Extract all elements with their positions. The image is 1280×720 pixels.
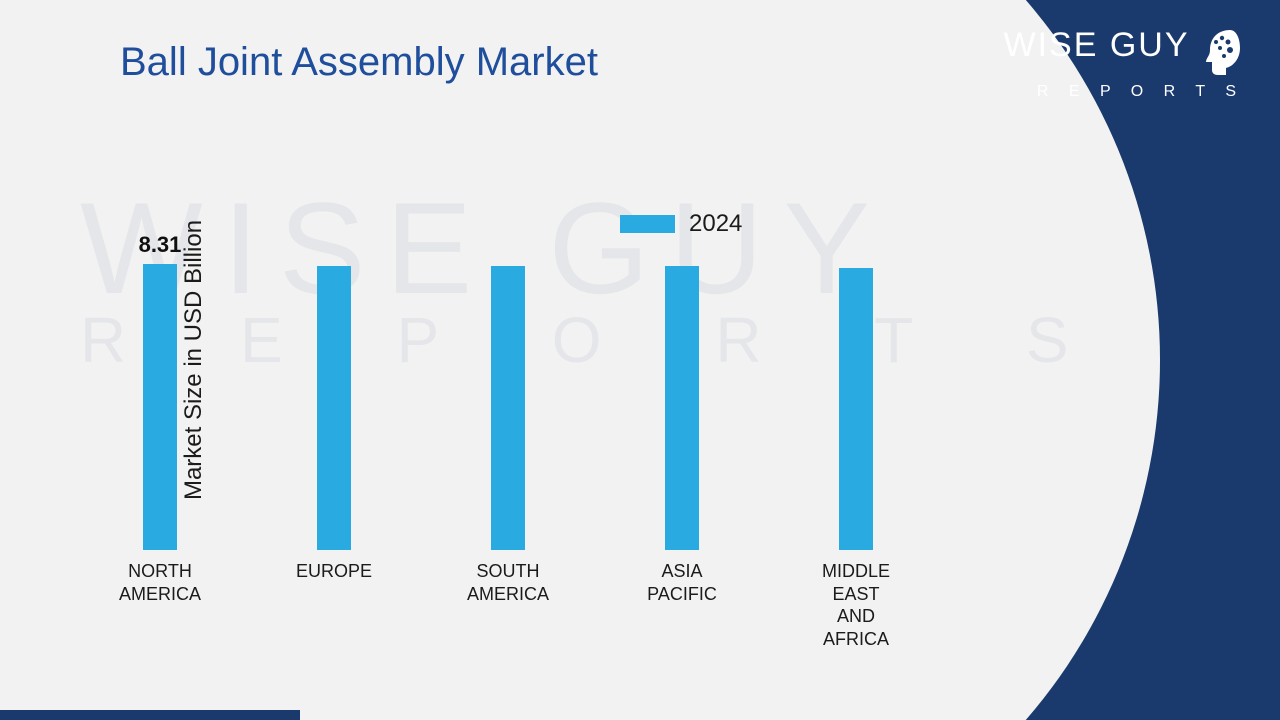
bottom-accent-bar: [0, 710, 300, 720]
chart-title-text: Ball Joint Assembly Market: [120, 40, 598, 84]
bar: [317, 266, 351, 550]
legend-label: 2024: [689, 210, 742, 238]
legend: 2024: [620, 210, 742, 238]
bar-group: [796, 240, 916, 550]
brand-head-icon: [1200, 28, 1244, 80]
brand-line1: WISE GUY: [1004, 26, 1190, 64]
bar: [839, 268, 873, 550]
chart-plot-area: 8.31: [100, 240, 970, 550]
chart-title: Ball Joint Assembly Market: [120, 40, 598, 85]
bar-group: [448, 240, 568, 550]
bar: [491, 266, 525, 550]
x-axis-category-label: ASIAPACIFIC: [622, 560, 742, 605]
page-root: WISE GUY R E P O R T S WISE GUY R E P O …: [0, 0, 1280, 720]
bar-group: 8.31: [100, 240, 220, 550]
brand-logo: WISE GUY R E P O R T S: [1004, 28, 1244, 100]
bar-group: [622, 240, 742, 550]
bar-value-label: 8.31: [139, 232, 182, 258]
bar-group: [274, 240, 394, 550]
x-axis-category-label: SOUTHAMERICA: [448, 560, 568, 605]
bar: [665, 266, 699, 550]
x-axis-category-label: EUROPE: [274, 560, 394, 583]
legend-swatch: [620, 215, 675, 233]
brand-line2: R E P O R T S: [1004, 84, 1244, 100]
x-axis-category-label: MIDDLEEASTANDAFRICA: [796, 560, 916, 650]
bar: [143, 264, 177, 550]
x-axis-category-label: NORTHAMERICA: [100, 560, 220, 605]
